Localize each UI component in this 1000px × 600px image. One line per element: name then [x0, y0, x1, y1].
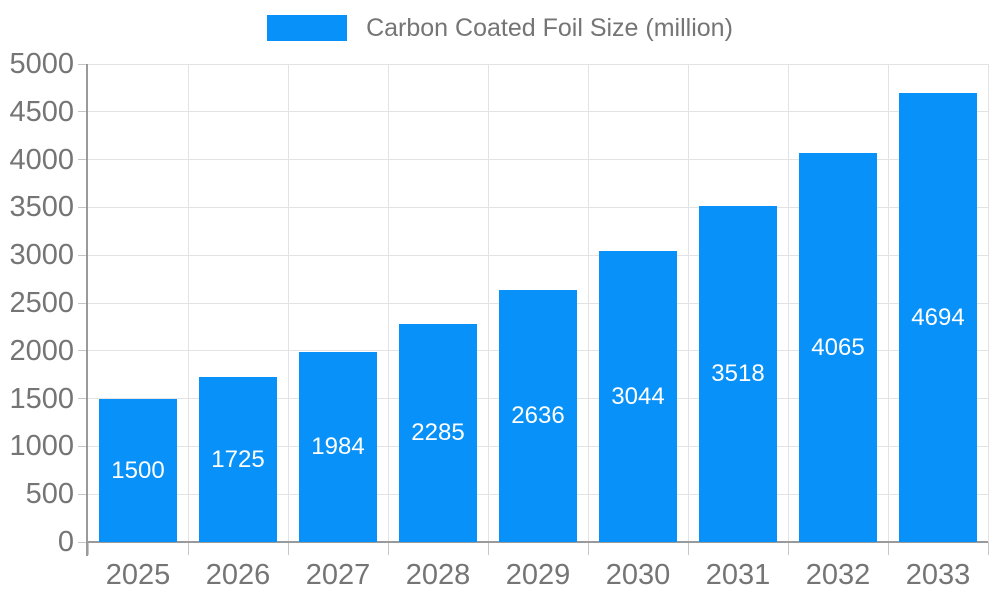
- bar: 2636: [499, 290, 577, 542]
- x-axis-label: 2027: [305, 559, 371, 591]
- x-tick: [487, 542, 489, 555]
- y-gridline: [88, 206, 988, 208]
- y-tick: [78, 445, 88, 447]
- y-tick: [78, 541, 88, 543]
- legend-label: Carbon Coated Foil Size (million): [366, 14, 733, 42]
- x-gridline: [687, 64, 689, 542]
- y-gridline: [88, 111, 988, 113]
- x-tick: [287, 542, 289, 555]
- x-axis-line: [86, 541, 988, 543]
- y-tick: [78, 302, 88, 304]
- bar: 4694: [899, 93, 977, 542]
- y-tick: [78, 493, 88, 495]
- x-gridline: [387, 64, 389, 542]
- chart-legend: Carbon Coated Foil Size (million): [0, 15, 1000, 41]
- y-tick: [78, 159, 88, 161]
- bar: 1984: [299, 352, 377, 542]
- bar: 1500: [99, 399, 177, 542]
- y-tick: [78, 111, 88, 113]
- bar: 4065: [799, 153, 877, 542]
- y-gridline: [88, 63, 988, 65]
- y-axis-label: 0: [57, 526, 74, 558]
- y-axis-label: 3000: [9, 239, 74, 272]
- y-tick: [78, 63, 88, 65]
- legend-swatch-icon: [267, 15, 348, 41]
- x-axis-label: 2031: [705, 559, 771, 591]
- y-axis-label: 2500: [9, 287, 74, 319]
- bar: 1725: [199, 377, 277, 542]
- y-tick: [78, 398, 88, 400]
- y-axis-label: 2000: [9, 334, 74, 367]
- x-gridline: [987, 64, 989, 542]
- bar-value-label: 4694: [911, 303, 965, 331]
- x-axis-label: 2025: [105, 559, 171, 591]
- x-gridline: [887, 64, 889, 542]
- x-gridline: [487, 64, 489, 542]
- x-gridline: [587, 64, 589, 542]
- x-axis-label: 2026: [205, 559, 271, 591]
- y-gridline: [88, 254, 988, 256]
- x-tick: [587, 542, 589, 555]
- y-axis-label: 5000: [9, 48, 74, 80]
- y-axis-label: 4000: [9, 143, 74, 176]
- x-axis-label: 2028: [405, 559, 471, 591]
- x-axis-label: 2033: [905, 559, 971, 591]
- x-gridline: [287, 64, 289, 542]
- x-gridline: [187, 64, 189, 542]
- x-tick: [987, 542, 989, 555]
- bar-value-label: 3044: [611, 382, 665, 410]
- y-tick: [78, 254, 88, 256]
- y-axis-label: 4500: [9, 95, 74, 128]
- y-tick: [78, 206, 88, 208]
- bar-value-label: 3518: [711, 360, 765, 387]
- x-axis-label: 2032: [805, 559, 871, 591]
- y-axis-label: 1000: [9, 430, 74, 463]
- y-axis-label: 1500: [9, 382, 74, 415]
- x-tick: [687, 542, 689, 555]
- bar: 2285: [399, 324, 477, 542]
- bar-value-label: 2636: [511, 402, 565, 429]
- y-gridline: [88, 159, 988, 161]
- y-axis-label: 3500: [9, 191, 74, 224]
- x-gridline: [787, 64, 789, 542]
- x-axis-label: 2030: [605, 559, 671, 591]
- bar-value-label: 1500: [111, 456, 165, 484]
- bar-value-label: 1725: [211, 445, 265, 473]
- y-tick: [78, 350, 88, 352]
- x-tick: [887, 542, 889, 555]
- bar-value-label: 4065: [811, 333, 865, 361]
- x-tick: [787, 542, 789, 555]
- x-axis-label: 2029: [505, 559, 571, 591]
- x-tick: [187, 542, 189, 555]
- y-axis-label: 500: [25, 478, 74, 511]
- bar: 3518: [699, 206, 777, 542]
- bar-value-label: 2285: [411, 419, 465, 446]
- x-tick: [387, 542, 389, 555]
- bar-value-label: 1984: [311, 433, 365, 460]
- x-tick: [87, 542, 89, 555]
- y-axis-line: [86, 64, 88, 556]
- bar: 3044: [599, 251, 677, 542]
